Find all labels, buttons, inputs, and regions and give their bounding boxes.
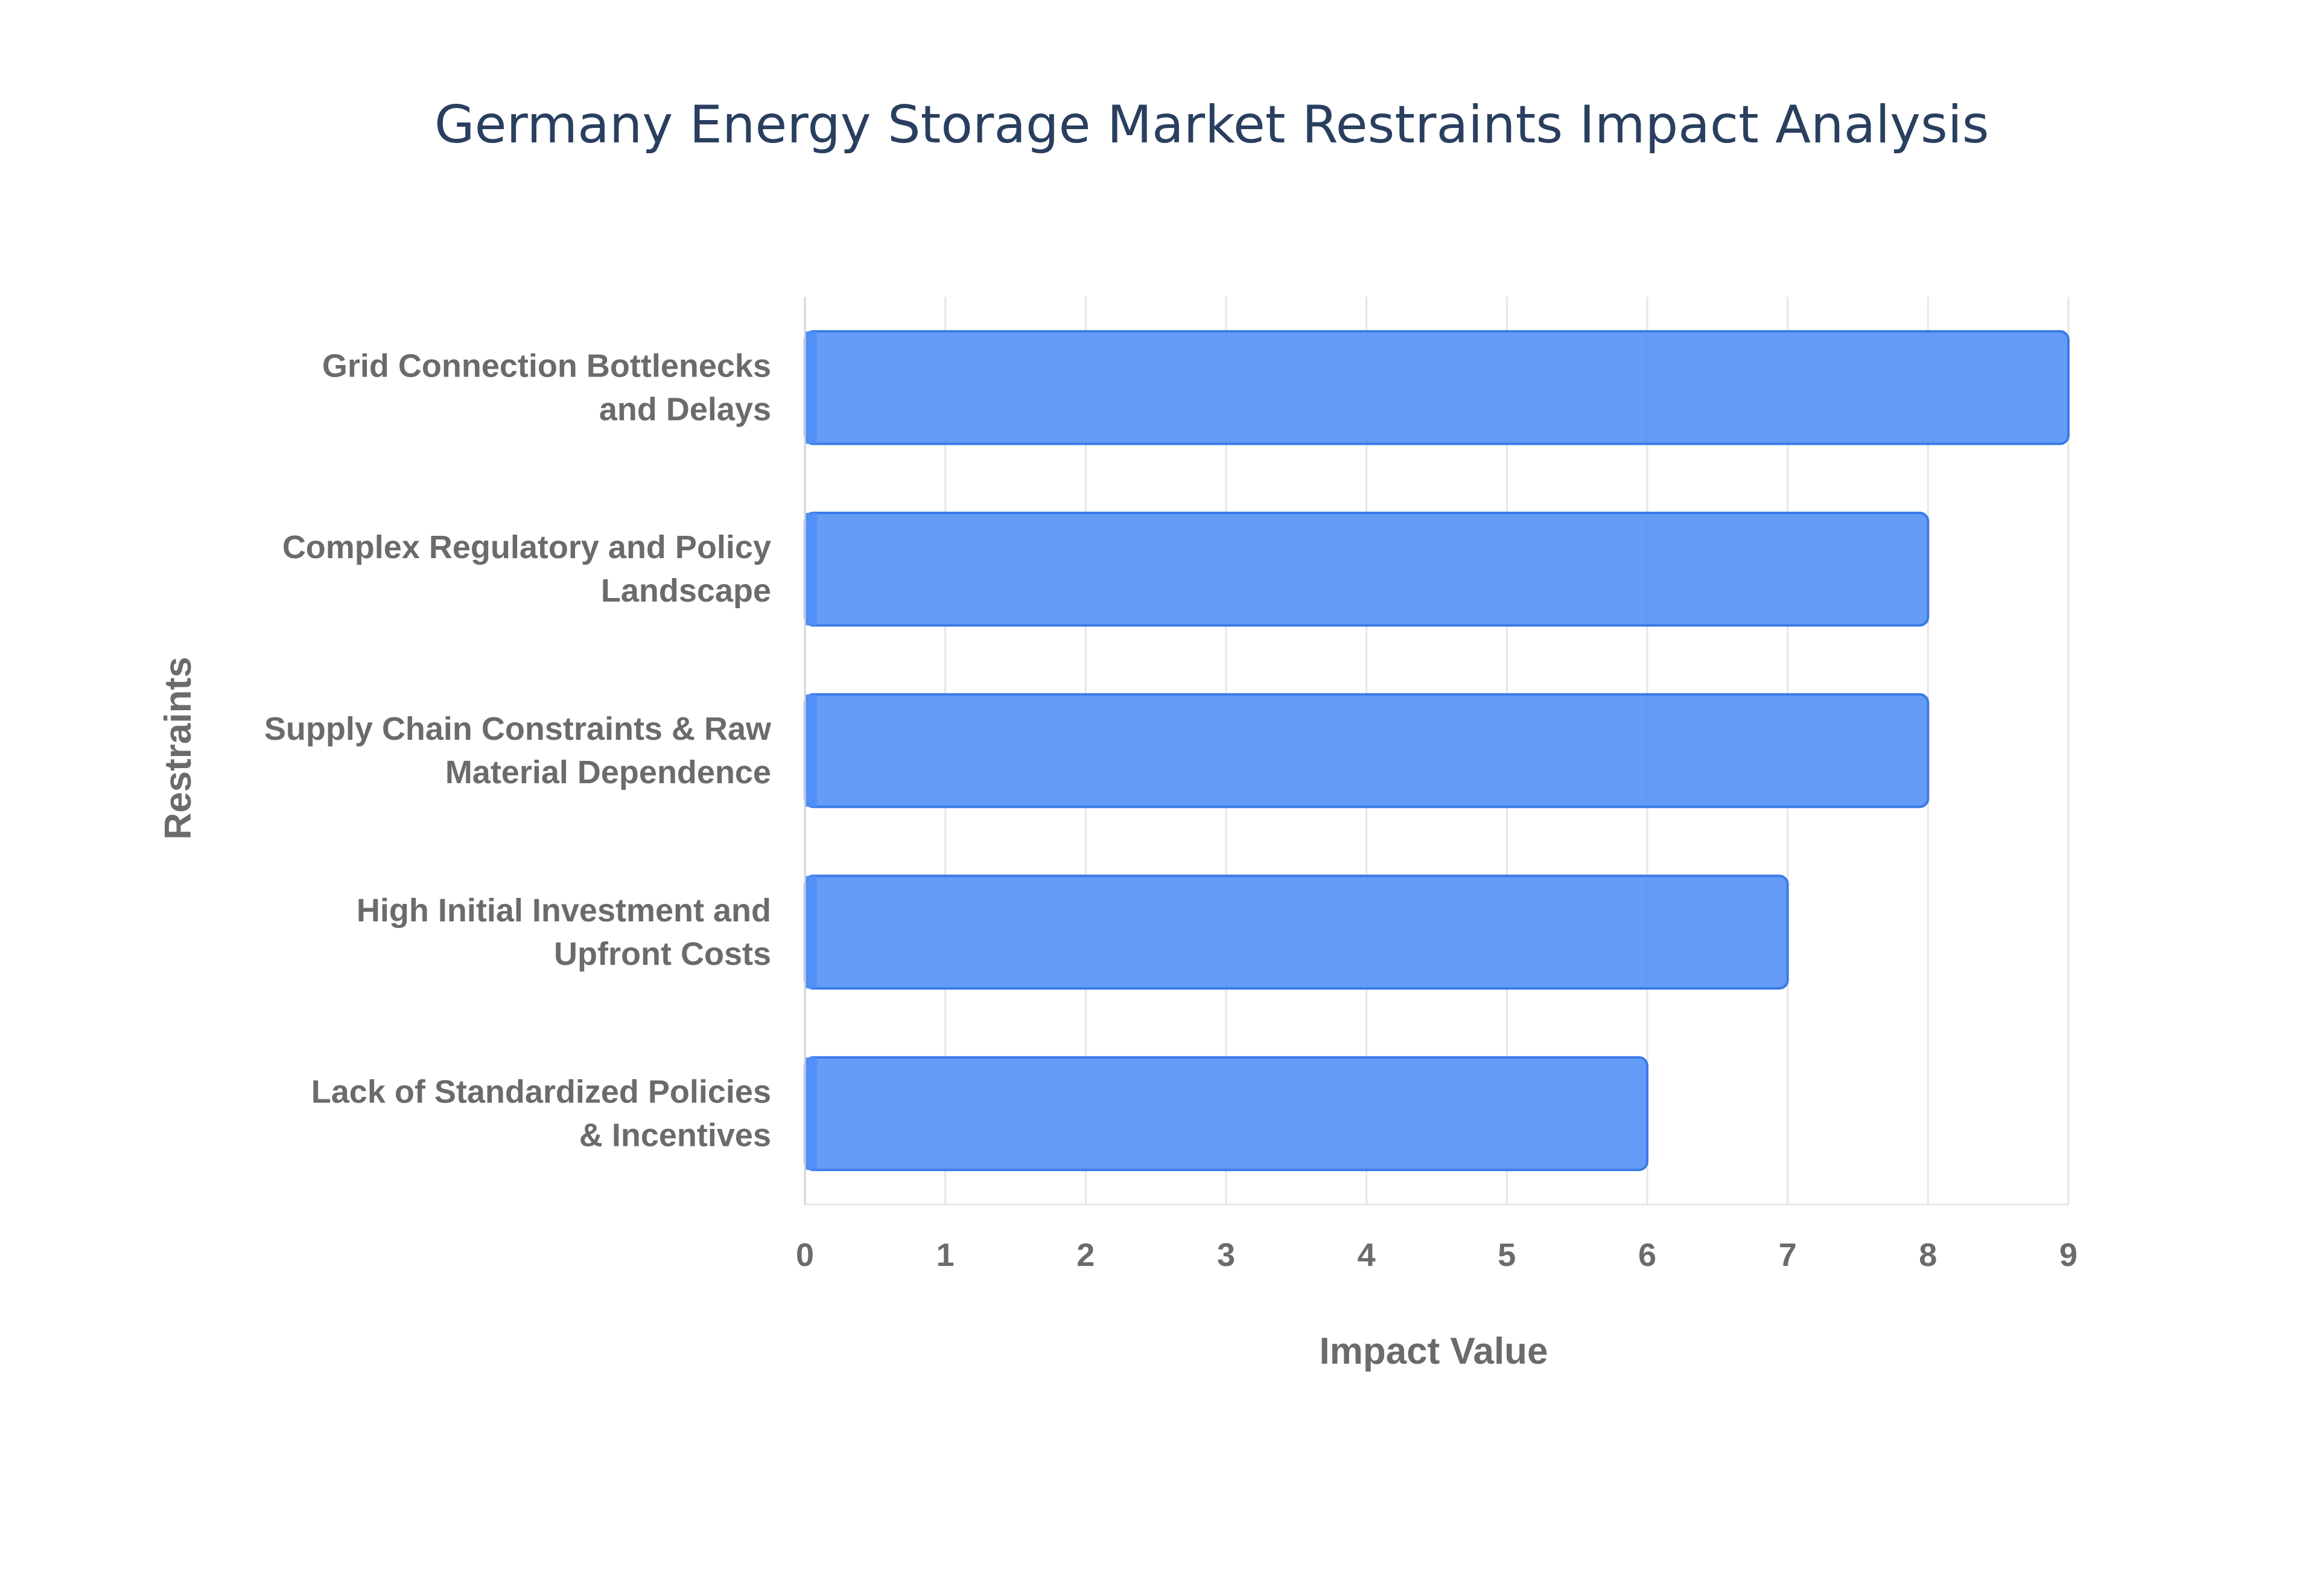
x-tick-label: 5 [1498, 1237, 1516, 1273]
category-label: and Delays [599, 391, 771, 427]
category-label: Material Dependence [445, 754, 771, 790]
category-label: Landscape [601, 573, 771, 609]
bar-base [805, 331, 817, 444]
x-tick-label: 1 [936, 1237, 955, 1273]
x-tick-label: 6 [1638, 1237, 1656, 1273]
chart-title: Germany Energy Storage Market Restraints… [434, 95, 1989, 155]
x-axis-title: Impact Value [1319, 1331, 1548, 1372]
x-tick-label: 7 [1779, 1237, 1797, 1273]
x-tick-label: 3 [1217, 1237, 1235, 1273]
category-label: High Initial Investment and [357, 892, 771, 929]
x-tick-label: 4 [1358, 1237, 1376, 1273]
category-label: Lack of Standardized Policies [311, 1074, 771, 1110]
x-tick-label: 9 [2059, 1237, 2077, 1273]
bars [804, 330, 2070, 1171]
x-tick-label: 2 [1076, 1237, 1095, 1273]
bar [804, 330, 2070, 445]
category-label: Supply Chain Constraints & Raw [264, 711, 772, 747]
category-label: Upfront Costs [554, 936, 771, 972]
bar [804, 693, 1930, 809]
bar [804, 874, 1789, 990]
x-tick-label: 0 [796, 1237, 814, 1273]
bar [804, 511, 1930, 627]
y-category-labels: Grid Connection Bottlenecks and Delays Com… [264, 348, 772, 1153]
category-label: & Incentives [579, 1118, 771, 1154]
x-tick-labels: 0 1 2 3 4 5 6 7 8 9 [796, 1237, 2077, 1273]
bar-base [805, 876, 817, 989]
bar [804, 1056, 1648, 1171]
y-axis-title: Restraints [157, 657, 199, 839]
category-label: Grid Connection Bottlenecks [322, 348, 771, 384]
bar-base [805, 512, 817, 626]
axes [804, 297, 2068, 1206]
bar-base [805, 1057, 817, 1170]
category-label: Complex Regulatory and Policy [282, 529, 771, 565]
bar-base [805, 694, 817, 807]
x-tick-label: 8 [1919, 1237, 1937, 1273]
